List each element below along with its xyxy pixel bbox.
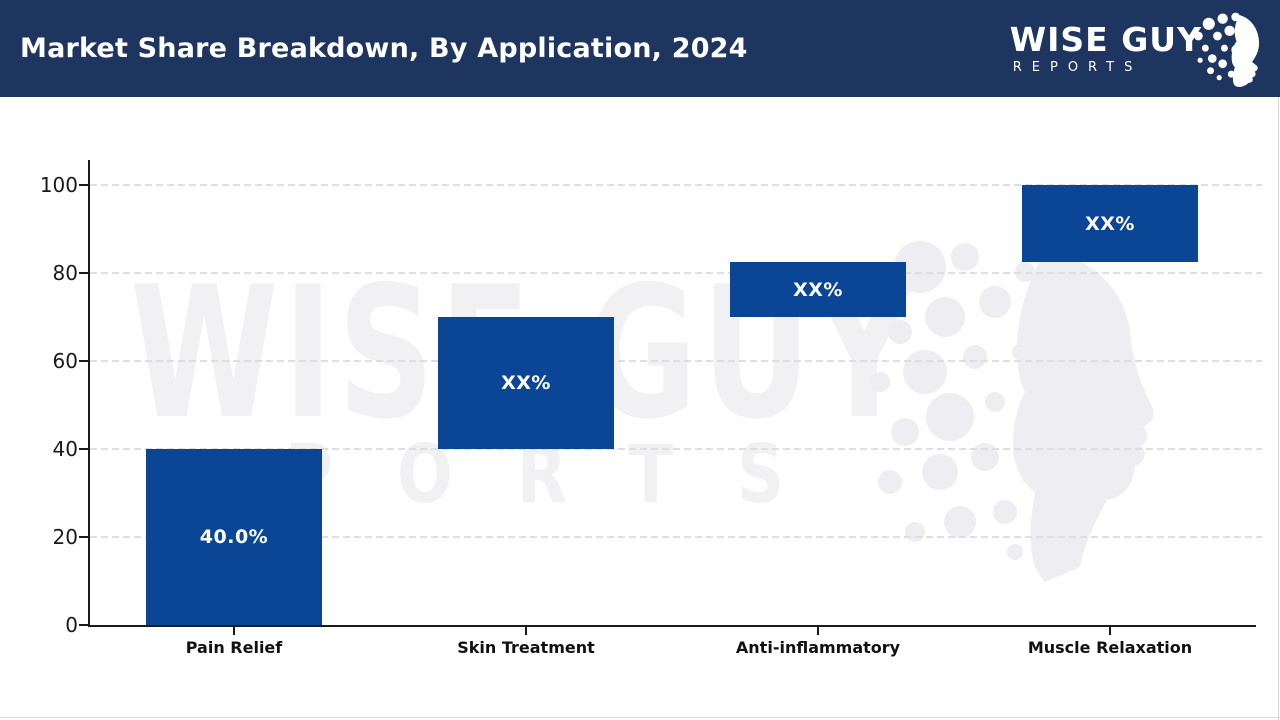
x-tick-mark [233, 627, 235, 635]
y-tick-mark [79, 536, 88, 538]
x-category-label: Skin Treatment [457, 638, 595, 657]
y-tick-mark [79, 272, 88, 274]
page-bottom-border [0, 717, 1280, 718]
page-title: Market Share Breakdown, By Application, … [20, 33, 748, 64]
x-category-label: Anti-inflammatory [735, 638, 901, 657]
gridline [90, 184, 1262, 186]
page-right-border [1278, 97, 1279, 720]
bar-value-label: XX% [793, 278, 843, 301]
y-axis-line [88, 160, 90, 627]
brand-name: WISE GUY [1009, 20, 1202, 59]
gridline [90, 360, 1262, 362]
brand-text: WISE GUY REPORTS [1010, 23, 1202, 75]
y-tick-label: 40 [52, 437, 78, 461]
header-bar: Market Share Breakdown, By Application, … [0, 0, 1280, 97]
y-tick-label: 20 [52, 525, 78, 549]
x-axis-line [88, 625, 1256, 627]
x-category-label: Muscle Relaxation [1027, 638, 1193, 657]
bar: XX% [438, 317, 614, 449]
y-tick-mark [79, 624, 88, 626]
x-tick-mark [525, 627, 527, 635]
logo-face-icon [1194, 12, 1260, 87]
bar: XX% [1022, 185, 1198, 262]
y-tick-mark [79, 360, 88, 362]
watermark-head-icon [857, 241, 1154, 582]
y-tick-label: 100 [39, 173, 78, 197]
y-tick-label: 80 [52, 261, 78, 285]
y-tick-label: 60 [52, 349, 78, 373]
y-tick-mark [79, 448, 88, 450]
bar-value-label: XX% [501, 372, 551, 394]
bar: 40.0% [146, 449, 322, 625]
x-tick-mark [1109, 627, 1111, 635]
bar: XX% [730, 262, 906, 317]
y-tick-label: 0 [65, 613, 78, 637]
chart-area: WISE GUY PORTS 0 20 40 60 80 100 40.0% Pain Rel… [0, 97, 1280, 720]
gridline [90, 448, 1262, 450]
gridline [90, 536, 1262, 538]
y-tick-mark [79, 184, 88, 186]
bar-value-label: XX% [1085, 212, 1135, 235]
bar-value-label: 40.0% [199, 526, 269, 548]
x-category-label: Pain Relief [185, 638, 283, 657]
gridline [90, 272, 1262, 274]
brand-logo: WISE GUY REPORTS [1010, 6, 1266, 92]
x-tick-mark [817, 627, 819, 635]
brand-subtitle: REPORTS [1012, 60, 1143, 75]
